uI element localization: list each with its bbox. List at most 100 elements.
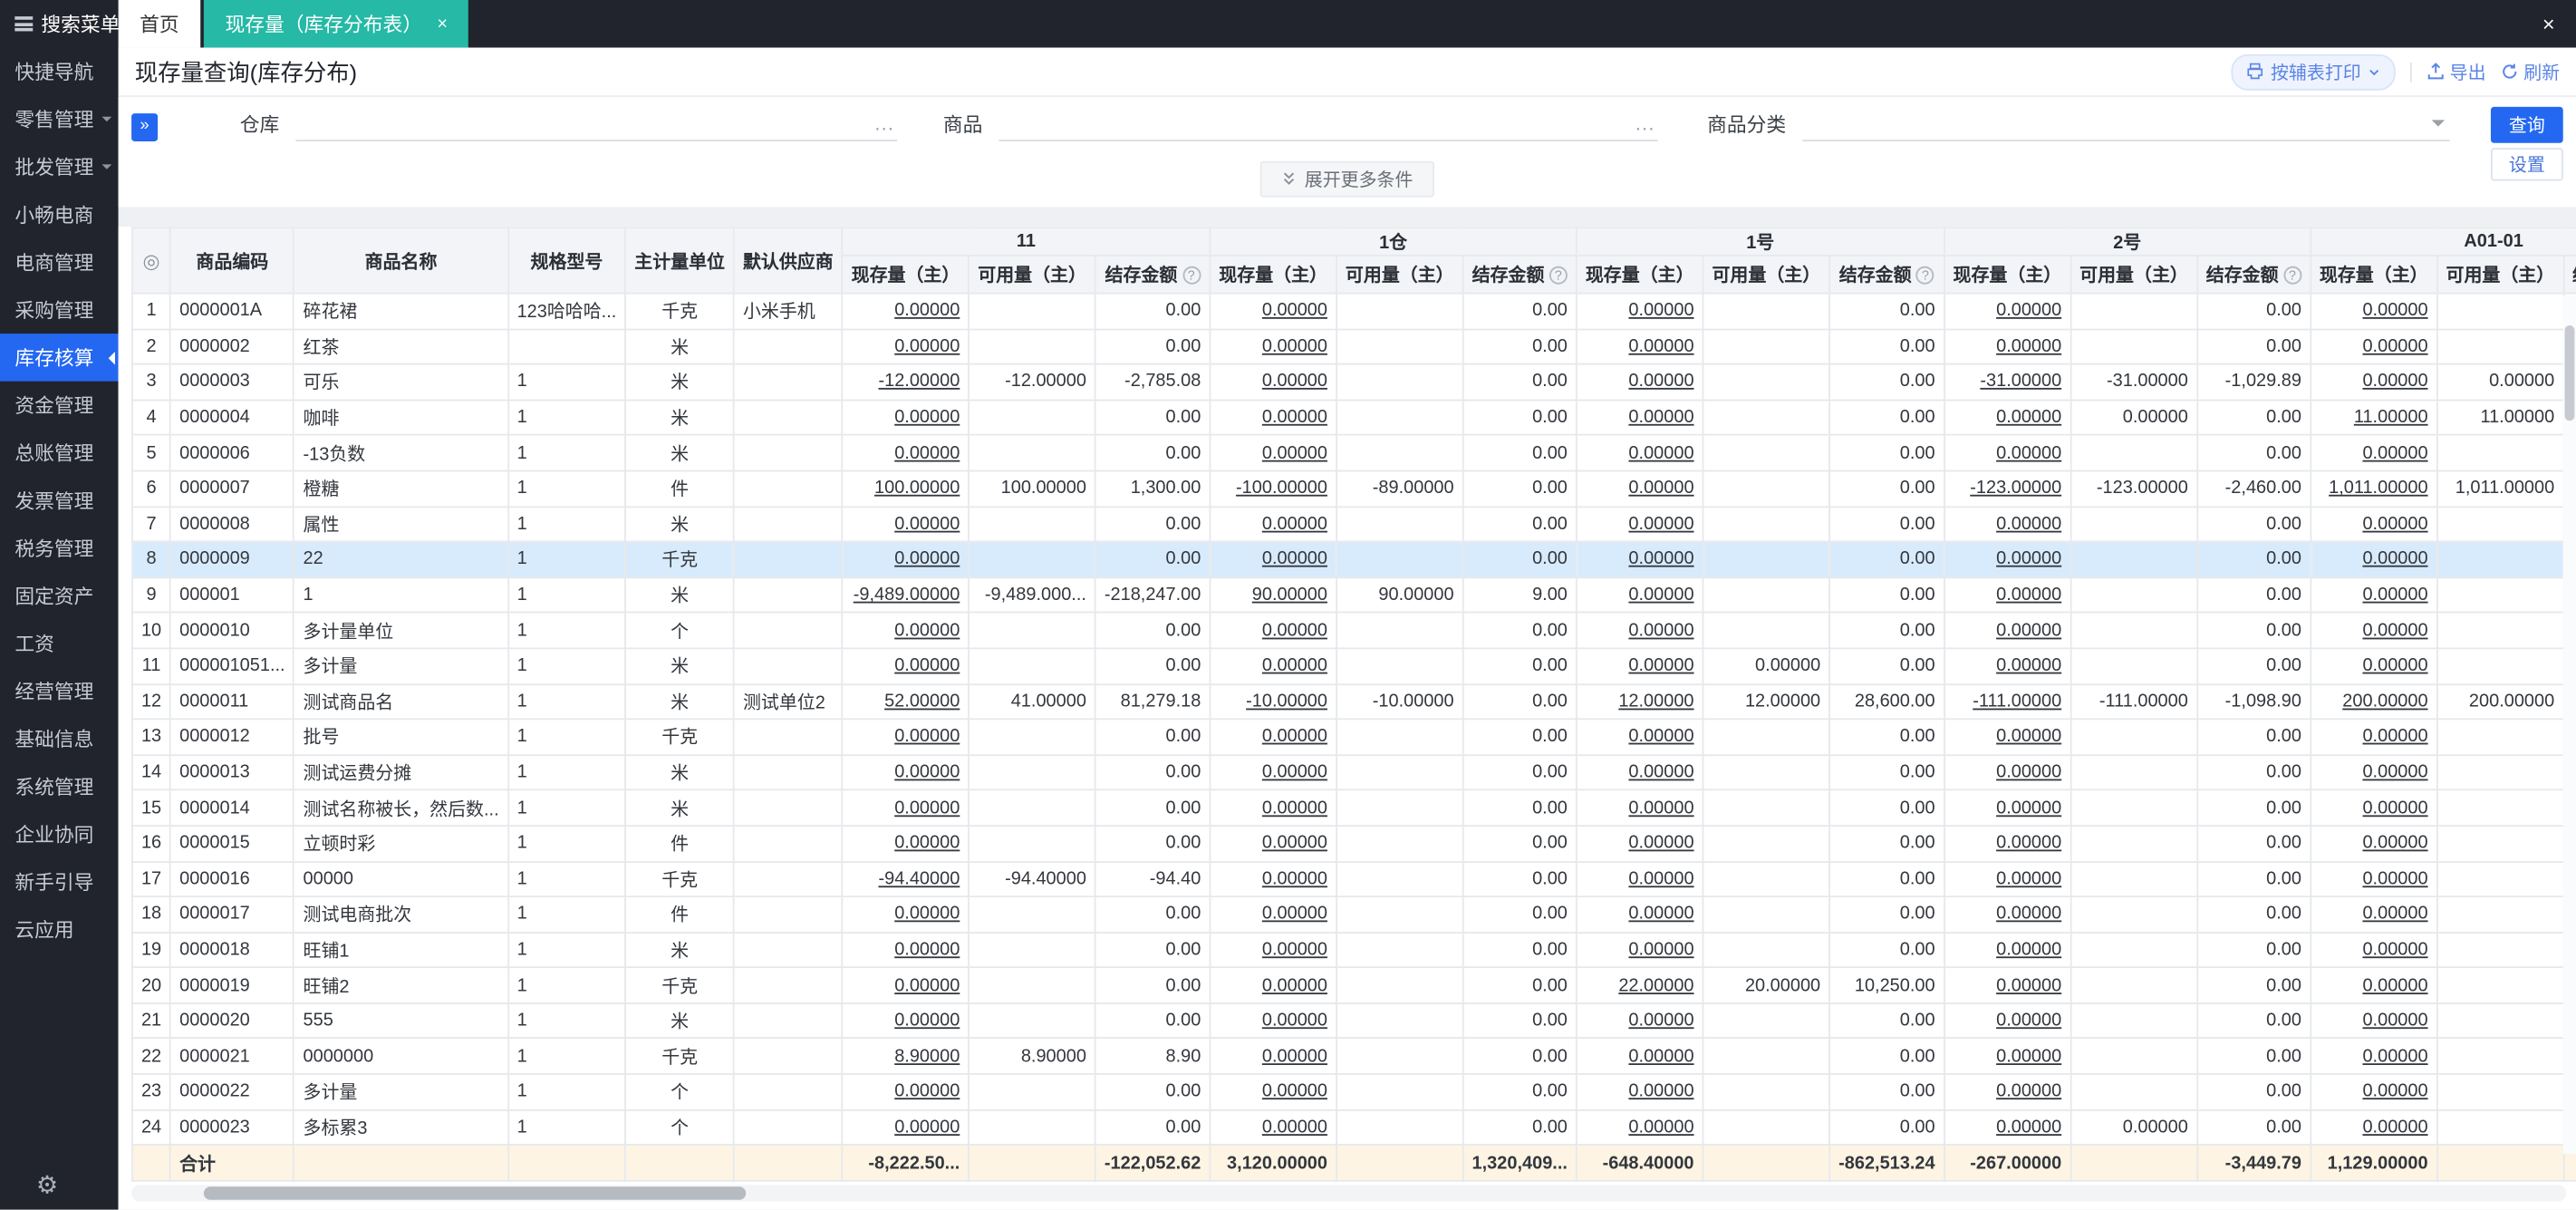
close-tab-icon[interactable]: × [437, 14, 449, 34]
qty-link[interactable]: 0.00000 [2310, 718, 2438, 756]
qty-link[interactable]: 0.00000 [1943, 292, 2072, 330]
qty-link[interactable]: 0.00000 [1575, 718, 1704, 756]
qty-link[interactable]: 0.00000 [841, 825, 970, 863]
qty-link[interactable]: 8.90000 [841, 1038, 970, 1075]
qty-link[interactable]: 0.00000 [841, 966, 970, 1004]
qty-link[interactable]: 0.00000 [841, 505, 970, 543]
qty-link[interactable]: 0.00000 [841, 647, 970, 685]
qty-link[interactable]: 0.00000 [841, 434, 970, 472]
table-row[interactable]: 9 000001 1 1 米 -9,489.00000 -9,489.000... -218,… [131, 576, 2576, 614]
qty-link[interactable]: 0.00000 [1575, 540, 1704, 578]
qty-link[interactable]: 0.00000 [1209, 718, 1337, 756]
qty-link[interactable]: 0.00000 [2310, 1002, 2438, 1040]
qty-link[interactable]: 0.00000 [2310, 292, 2438, 330]
qty-link[interactable]: -123.00000 [1943, 469, 2072, 508]
qty-link[interactable]: 0.00000 [1209, 363, 1337, 402]
qty-link[interactable]: 0.00000 [1575, 895, 1704, 934]
qty-link[interactable]: 0.00000 [1943, 860, 2072, 898]
qty-link[interactable]: 0.00000 [1209, 931, 1337, 969]
qty-link[interactable]: 90.00000 [1209, 576, 1337, 614]
goods-picker-icon[interactable]: ··· [1635, 116, 1655, 140]
table-row[interactable]: 16 0000015 立顿时彩 1 件 0.00000 0.00 0.00000 0.00 0.0… [131, 825, 2576, 863]
qty-link[interactable]: 0.00000 [1209, 895, 1337, 934]
qty-link[interactable]: 0.00000 [1575, 576, 1704, 614]
qty-link[interactable]: 0.00000 [841, 399, 970, 437]
qty-link[interactable]: -9,489.00000 [841, 576, 970, 614]
qty-link[interactable]: 0.00000 [1943, 647, 2072, 685]
qty-link[interactable]: 52.00000 [841, 682, 970, 721]
table-row[interactable]: 24 0000023 多标累3 1 个 0.00000 0.00 0.00000 0.00 0.0… [131, 1108, 2576, 1147]
qty-link[interactable]: 0.00000 [2310, 825, 2438, 863]
qty-link[interactable]: 100.00000 [841, 469, 970, 508]
tab-home[interactable]: 首页 [118, 0, 201, 48]
table-row[interactable]: 1 0000001A 碎花裙 123哈哈哈... 千克 小米手机 0.00000 0.00 0.… [131, 292, 2576, 330]
qty-link[interactable]: 0.00000 [1209, 1108, 1337, 1147]
qty-link[interactable]: 0.00000 [1575, 1108, 1704, 1147]
table-row[interactable]: 2 0000002 红茶米 0.00000 0.00 0.00000 0.00 0.00000… [131, 327, 2576, 365]
table-row[interactable]: 19 0000018 旺铺1 1 米 0.00000 0.00 0.00000 0.00 0.00… [131, 931, 2576, 969]
qty-link[interactable]: 0.00000 [1943, 1108, 2072, 1147]
sidebar-item-operations[interactable]: 经营管理 [0, 667, 119, 715]
qty-link[interactable]: -12.00000 [841, 363, 970, 402]
qty-link[interactable]: 0.00000 [841, 612, 970, 650]
qty-link[interactable]: 0.00000 [1575, 647, 1704, 685]
sidebar-item-xiaochang-ecom[interactable]: 小畅电商 [0, 190, 119, 238]
sidebar-item-fixed-assets[interactable]: 固定资产 [0, 572, 119, 620]
sidebar-item-newbie-guide[interactable]: 新手引导 [0, 858, 119, 906]
qty-link[interactable]: 0.00000 [1209, 612, 1337, 650]
qty-link[interactable]: 0.00000 [1209, 860, 1337, 898]
qty-link[interactable]: 0.00000 [1209, 540, 1337, 578]
qty-link[interactable]: 0.00000 [1943, 1002, 2072, 1040]
collapse-filter-button[interactable]: » [131, 113, 159, 141]
qty-link[interactable]: 0.00000 [1575, 399, 1704, 437]
sidebar-item-invoice[interactable]: 发票管理 [0, 477, 119, 525]
qty-link[interactable]: 0.00000 [2310, 612, 2438, 650]
qty-link[interactable]: 0.00000 [841, 540, 970, 578]
sidebar-item-wholesale[interactable]: 批发管理 [0, 143, 119, 191]
qty-link[interactable]: 0.00000 [841, 1002, 970, 1040]
qty-link[interactable]: 0.00000 [2310, 576, 2438, 614]
qty-link[interactable]: 0.00000 [2310, 753, 2438, 791]
qty-link[interactable]: 0.00000 [2310, 789, 2438, 827]
query-button[interactable]: 查询 [2490, 106, 2563, 143]
close-window-icon[interactable]: × [2542, 11, 2555, 36]
sidebar-item-quick-nav[interactable]: 快捷导航 [0, 48, 119, 96]
table-row[interactable]: 5 0000006 -13负数 1 米 0.00000 0.00 0.00000 0.00 0.0… [131, 434, 2576, 472]
table-row[interactable]: 20 0000019 旺铺2 1 千克 0.00000 0.00 0.00000 0.00 22.… [131, 966, 2576, 1004]
qty-link[interactable]: -111.00000 [1943, 682, 2072, 721]
table-row[interactable]: 23 0000022 多计量 1 个 0.00000 0.00 0.00000 0.00 0.00… [131, 1073, 2576, 1111]
table-row[interactable]: 18 0000017 测试电商批次 1 件 0.00000 0.00 0.00000 0.00 0… [131, 895, 2576, 934]
qty-link[interactable]: 0.00000 [1943, 931, 2072, 969]
settings-button[interactable]: 设置 [2490, 148, 2563, 181]
qty-link[interactable]: 0.00000 [841, 1073, 970, 1111]
sidebar-item-ecommerce[interactable]: 电商管理 [0, 238, 119, 286]
qty-link[interactable]: 0.00000 [1575, 612, 1704, 650]
table-row[interactable]: 6 0000007 橙糖 1 件 100.00000 100.00000 1,300.00 -1… [131, 469, 2576, 508]
qty-link[interactable]: 0.00000 [2310, 966, 2438, 1004]
qty-link[interactable]: 0.00000 [1209, 1002, 1337, 1040]
qty-link[interactable]: 0.00000 [1209, 1073, 1337, 1111]
sidebar-item-purchase[interactable]: 采购管理 [0, 286, 119, 334]
qty-link[interactable]: 0.00000 [1209, 327, 1337, 365]
qty-link[interactable]: 0.00000 [1575, 825, 1704, 863]
table-row[interactable]: 21 0000020 555 1 米 0.00000 0.00 0.00000 0.00 0.00… [131, 1002, 2576, 1040]
qty-link[interactable]: 0.00000 [841, 327, 970, 365]
table-row[interactable]: 15 0000014 测试名称被长，然后数... 1 米 0.00000 0.00 0.000… [131, 789, 2576, 827]
qty-link[interactable]: 0.00000 [1575, 469, 1704, 508]
table-row[interactable]: 3 0000003 可乐 1 米 -12.00000 -12.00000 -2,785.08 0… [131, 363, 2576, 402]
sidebar-item-funds[interactable]: 资金管理 [0, 382, 119, 430]
qty-link[interactable]: -94.40000 [841, 860, 970, 898]
table-row[interactable]: 13 0000012 批号 1 千克 0.00000 0.00 0.00000 0.00 0.00… [131, 718, 2576, 756]
qty-link[interactable]: 0.00000 [1209, 434, 1337, 472]
qty-link[interactable]: 0.00000 [2310, 327, 2438, 365]
table-row[interactable]: 22 0000021 0000000 1 千克 8.90000 8.90000 8.90 0.0… [131, 1038, 2576, 1075]
qty-link[interactable]: 0.00000 [841, 1108, 970, 1147]
qty-link[interactable]: -100.00000 [1209, 469, 1337, 508]
qty-link[interactable]: 0.00000 [2310, 647, 2438, 685]
qty-link[interactable]: 11.00000 [2310, 399, 2438, 437]
qty-link[interactable]: 0.00000 [1575, 753, 1704, 791]
qty-link[interactable]: 0.00000 [1943, 434, 2072, 472]
qty-link[interactable]: 0.00000 [1943, 540, 2072, 578]
table-row[interactable]: 7 0000008 属性 1 米 0.00000 0.00 0.00000 0.00 0.0000… [131, 505, 2576, 543]
qty-link[interactable]: 0.00000 [1575, 931, 1704, 969]
